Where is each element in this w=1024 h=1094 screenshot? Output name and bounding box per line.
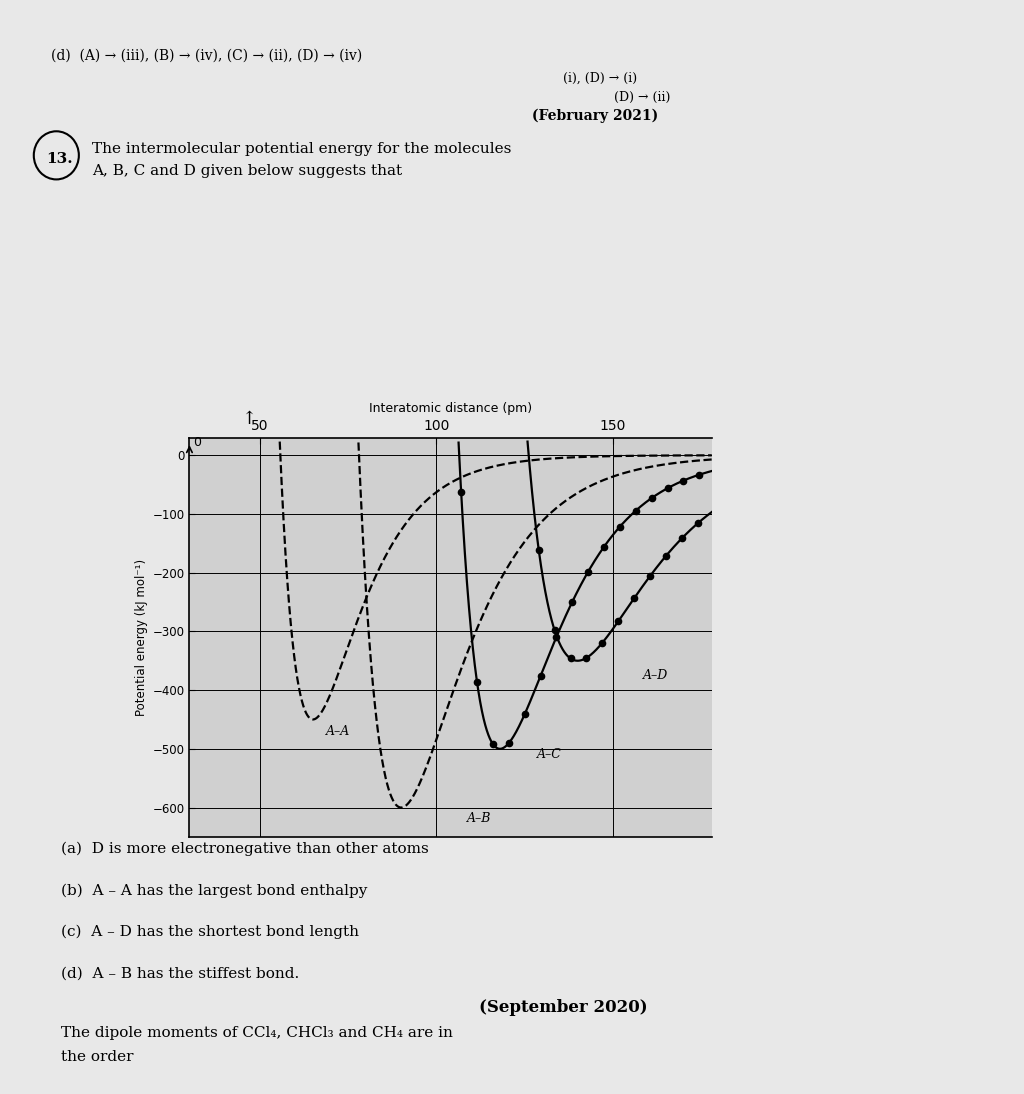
Text: (February 2021): (February 2021) <box>532 109 658 124</box>
Text: The intermolecular potential energy for the molecules: The intermolecular potential energy for … <box>92 142 512 156</box>
Text: 13.: 13. <box>46 152 73 166</box>
Text: ↑: ↑ <box>241 410 256 429</box>
Text: 0: 0 <box>193 437 201 450</box>
Text: (c)  A – D has the shortest bond length: (c) A – D has the shortest bond length <box>61 926 359 940</box>
Text: (d)  A – B has the stiffest bond.: (d) A – B has the stiffest bond. <box>61 967 300 981</box>
Text: the order: the order <box>61 1050 134 1064</box>
Y-axis label: Potential energy (kJ mol⁻¹): Potential energy (kJ mol⁻¹) <box>135 559 148 715</box>
Text: A–A: A–A <box>326 724 350 737</box>
Text: (b)  A – A has the largest bond enthalpy: (b) A – A has the largest bond enthalpy <box>61 884 368 898</box>
Text: (i), (D) → (i): (i), (D) → (i) <box>563 72 637 85</box>
Text: A–D: A–D <box>643 668 668 682</box>
Text: A–C: A–C <box>537 748 562 761</box>
Text: A–B: A–B <box>467 812 490 825</box>
Text: (d)  (A) → (iii), (B) → (iv), (C) → (ii), (D) → (iv): (d) (A) → (iii), (B) → (iv), (C) → (ii),… <box>51 49 362 63</box>
Text: (a)  D is more electronegative than other atoms: (a) D is more electronegative than other… <box>61 842 429 857</box>
Text: The dipole moments of CCl₄, CHCl₃ and CH₄ are in: The dipole moments of CCl₄, CHCl₃ and CH… <box>61 1026 454 1040</box>
Text: A, B, C and D given below suggests that: A, B, C and D given below suggests that <box>92 164 402 178</box>
X-axis label: Interatomic distance (pm): Interatomic distance (pm) <box>369 401 532 415</box>
Text: (D) → (ii): (D) → (ii) <box>614 91 671 104</box>
Text: (September 2020): (September 2020) <box>479 999 647 1016</box>
